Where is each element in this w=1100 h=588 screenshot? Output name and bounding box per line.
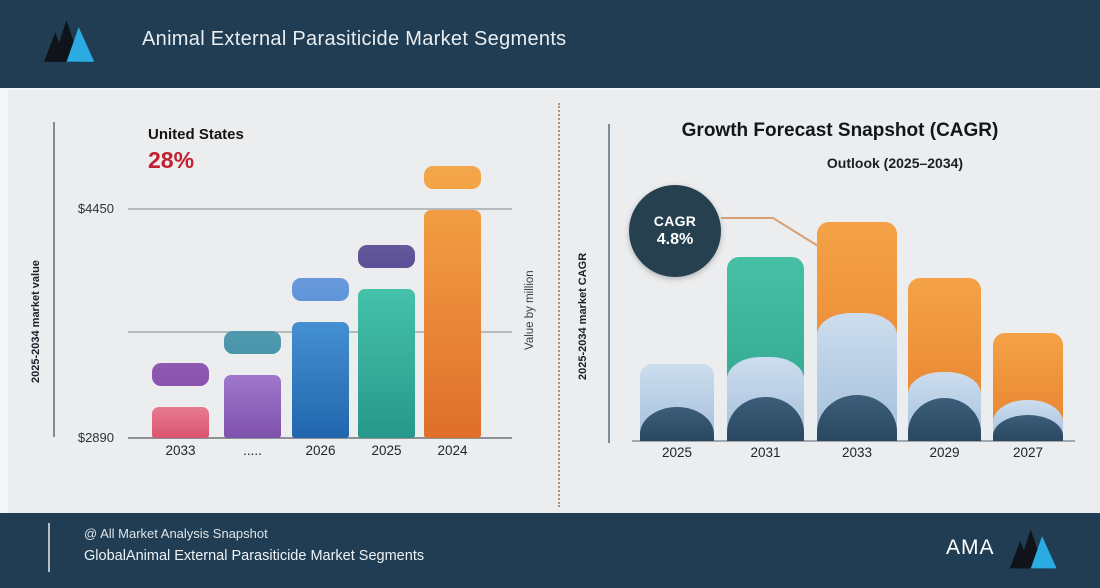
content-top-edge [0, 88, 1100, 90]
page-title: Animal External Parasiticide Market Segm… [142, 28, 567, 50]
x-label-2033: 2033 [165, 443, 196, 458]
bar-2033 [152, 407, 209, 438]
bar-cap-..... [224, 331, 281, 354]
cagr-badge-value: 4.8% [656, 231, 694, 248]
x-label-right-2033: 2033 [841, 445, 873, 460]
bar-..... [224, 375, 281, 438]
x-label-right-2027: 2027 [1012, 445, 1044, 460]
right-chart-subtitle: Outlook (2025–2034) [826, 155, 964, 171]
left-chart-percentage: 28% [148, 147, 195, 173]
y-tick-label: $2890 [77, 430, 114, 445]
bar-cap-2024 [424, 166, 481, 189]
right-x-axis-line [632, 440, 1075, 442]
right-chart-title: Growth Forecast Snapshot (CAGR) [681, 120, 999, 141]
segment-base-2027 [993, 415, 1063, 441]
x-label-2024: 2024 [437, 443, 468, 458]
x-label-right-2025: 2025 [661, 445, 693, 460]
right-y-axis-title: 2025-2034 market CAGR [577, 252, 589, 380]
x-label-.....: ..... [243, 443, 262, 458]
x-label-2025: 2025 [371, 443, 402, 458]
cagr-badge: CAGR 4.8% [629, 185, 721, 277]
y-tick-label: $4450 [77, 201, 114, 216]
footer-bar [0, 513, 1100, 588]
bar-cap-2026 [292, 278, 349, 301]
left-y-axis-line [53, 122, 55, 437]
footer-brand-text: AMA [946, 536, 995, 559]
bar-cap-2033 [152, 363, 209, 386]
footer-report-name: GlobalAnimal External Parasiticide Marke… [84, 548, 425, 564]
gridline [128, 208, 512, 210]
left-y-axis-title: 2025-2034 market value [30, 260, 42, 384]
x-label-2026: 2026 [305, 443, 336, 458]
cagr-badge-label: CAGR [653, 213, 697, 229]
ama-logo-icon [44, 20, 95, 62]
footer-divider-line [48, 523, 50, 572]
bar-2024 [424, 210, 481, 438]
header-bar: Animal External Parasiticide Market Segm… [0, 0, 1100, 88]
footer-ama-logo-icon [1009, 529, 1057, 569]
bar-2025 [358, 289, 415, 438]
x-axis-line [128, 437, 512, 439]
x-label-right-2029: 2029 [929, 445, 960, 460]
bar-cap-2025 [358, 245, 415, 268]
content-left-edge [0, 88, 8, 513]
footer-attribution: @ All Market Analysis Snapshot [84, 526, 268, 541]
right-y-axis-line [608, 124, 610, 443]
panel-divider [558, 103, 560, 507]
value-by-million-label: Value by million [524, 270, 536, 351]
x-label-right-2031: 2031 [750, 445, 781, 460]
bar-2026 [292, 322, 349, 438]
left-chart-region-label: United States [148, 126, 244, 143]
